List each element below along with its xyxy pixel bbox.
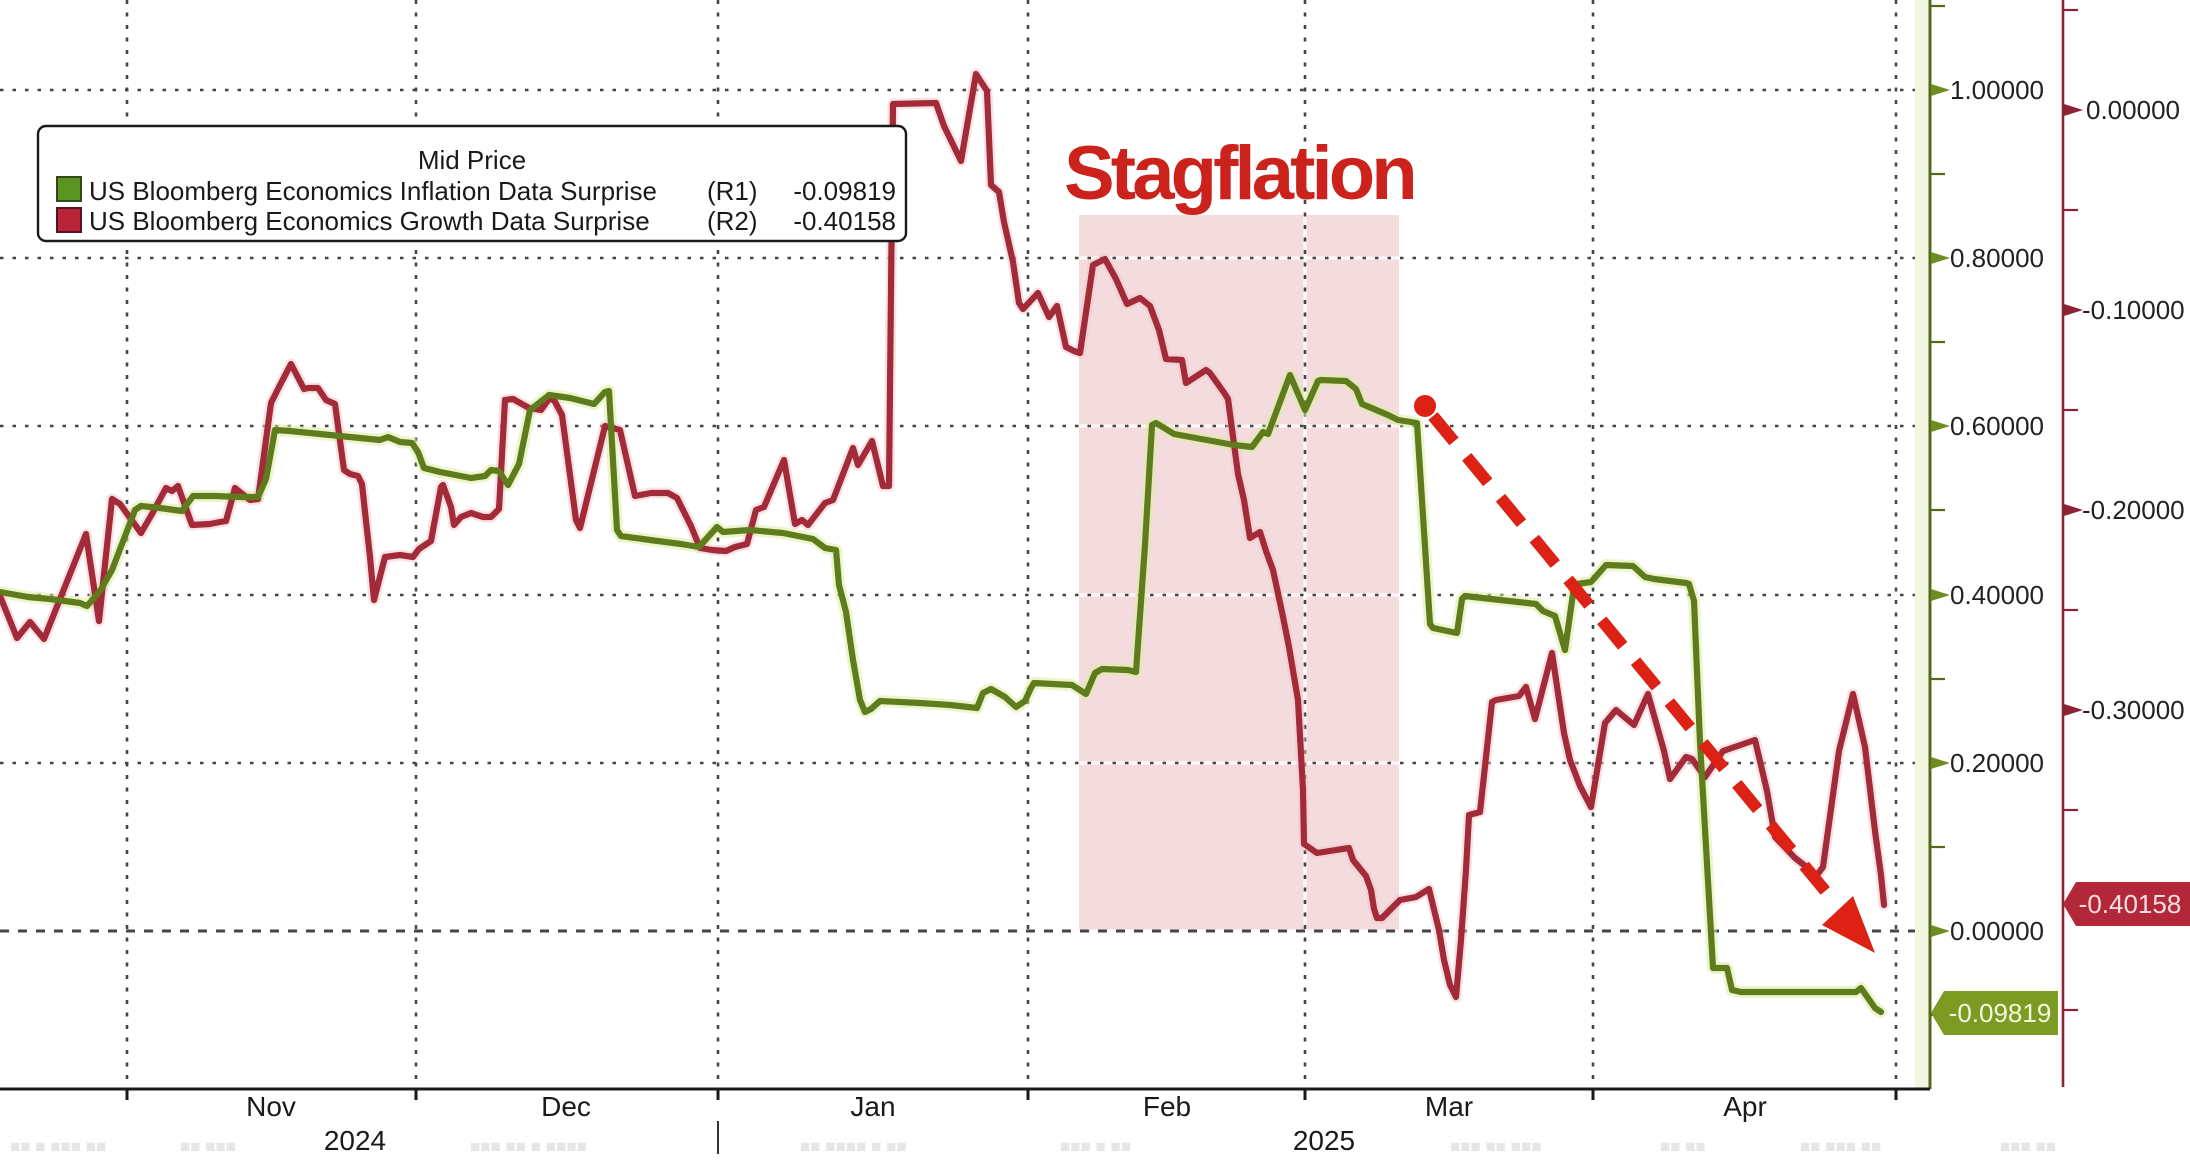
svg-text:■■■ ■ ■■: ■■■ ■ ■■ bbox=[1060, 1137, 1131, 1156]
svg-text:0.20000: 0.20000 bbox=[1950, 748, 2044, 778]
svg-text:-0.09819: -0.09819 bbox=[793, 176, 896, 206]
svg-text:■■ ■■: ■■ ■■ bbox=[1660, 1137, 1706, 1156]
svg-text:-0.40158: -0.40158 bbox=[793, 206, 896, 236]
svg-text:Apr: Apr bbox=[1723, 1091, 1767, 1122]
svg-text:Feb: Feb bbox=[1143, 1091, 1191, 1122]
svg-text:-0.30000: -0.30000 bbox=[2082, 695, 2185, 725]
svg-text:2024: 2024 bbox=[324, 1125, 386, 1156]
svg-text:■■ ■■■■ ■ ■■: ■■ ■■■■ ■ ■■ bbox=[800, 1137, 907, 1156]
svg-text:■■ ■■■: ■■ ■■■ bbox=[180, 1137, 236, 1156]
svg-text:Mid Price: Mid Price bbox=[418, 145, 526, 175]
svg-text:■■ ■■■ ■■: ■■ ■■■ ■■ bbox=[1800, 1137, 1881, 1156]
svg-text:-0.20000: -0.20000 bbox=[2082, 495, 2185, 525]
svg-text:US Bloomberg Economics Inflati: US Bloomberg Economics Inflation Data Su… bbox=[89, 176, 657, 206]
svg-text:-0.10000: -0.10000 bbox=[2082, 295, 2185, 325]
svg-text:0.60000: 0.60000 bbox=[1950, 411, 2044, 441]
svg-text:Mar: Mar bbox=[1425, 1091, 1473, 1122]
svg-text:Nov: Nov bbox=[246, 1091, 296, 1122]
svg-text:Dec: Dec bbox=[541, 1091, 591, 1122]
svg-text:■■■ ■■: ■■■ ■■ bbox=[2000, 1137, 2056, 1156]
svg-text:(R2): (R2) bbox=[707, 206, 758, 236]
svg-text:US Bloomberg Economics Growth: US Bloomberg Economics Growth Data Surpr… bbox=[89, 206, 650, 236]
svg-text:0.40000: 0.40000 bbox=[1950, 580, 2044, 610]
svg-text:-0.40158: -0.40158 bbox=[2079, 889, 2182, 919]
svg-text:■■■ ■■ ■ ■■■■: ■■■ ■■ ■ ■■■■ bbox=[470, 1137, 587, 1156]
svg-text:2025: 2025 bbox=[1293, 1125, 1355, 1156]
svg-text:■■■ ■■ ■■■: ■■■ ■■ ■■■ bbox=[1450, 1137, 1542, 1156]
svg-text:Stagflation: Stagflation bbox=[1064, 131, 1414, 216]
svg-text:(R1): (R1) bbox=[707, 176, 758, 206]
svg-text:0.00000: 0.00000 bbox=[2086, 95, 2180, 125]
svg-text:■■ ■ ■■■ ■■: ■■ ■ ■■■ ■■ bbox=[10, 1137, 106, 1156]
svg-text:-0.09819: -0.09819 bbox=[1949, 998, 2052, 1028]
svg-text:0.00000: 0.00000 bbox=[1950, 916, 2044, 946]
svg-text:Jan: Jan bbox=[850, 1091, 895, 1122]
svg-text:0.80000: 0.80000 bbox=[1950, 243, 2044, 273]
svg-text:1.00000: 1.00000 bbox=[1950, 75, 2044, 105]
